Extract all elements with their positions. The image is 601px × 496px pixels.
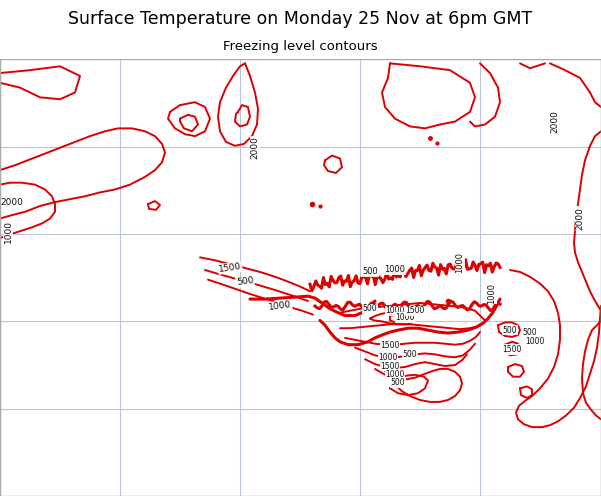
Text: 1000: 1000 (395, 313, 415, 322)
Text: Surface Temperature on Monday 25 Nov at 6pm GMT: Surface Temperature on Monday 25 Nov at … (69, 10, 532, 28)
Text: 1000: 1000 (268, 300, 292, 312)
Text: 1500: 1500 (405, 306, 425, 315)
Text: 2000: 2000 (251, 136, 260, 159)
Text: 1500: 1500 (218, 262, 242, 274)
Text: 1000: 1000 (385, 370, 404, 379)
Text: Freezing level contours: Freezing level contours (223, 40, 378, 53)
Text: 2000: 2000 (551, 110, 560, 133)
Text: 500: 500 (236, 276, 254, 287)
Text: 500: 500 (362, 267, 378, 276)
Text: 2000: 2000 (1, 197, 23, 207)
Text: 1000: 1000 (378, 353, 398, 362)
Text: 1000: 1000 (385, 306, 404, 315)
Text: 1000: 1000 (4, 220, 13, 243)
Text: 1500: 1500 (502, 345, 522, 354)
Text: 500: 500 (403, 350, 417, 359)
Text: 2000: 2000 (576, 207, 585, 230)
Text: 1000: 1000 (385, 265, 406, 274)
Text: 500: 500 (391, 378, 405, 387)
Text: 1000: 1000 (525, 337, 545, 346)
Text: 1500: 1500 (380, 362, 400, 371)
Text: 1000: 1000 (487, 283, 496, 304)
Text: 1000: 1000 (456, 252, 465, 273)
Text: 500: 500 (523, 327, 537, 337)
Text: 500: 500 (362, 304, 377, 313)
Text: 1500: 1500 (380, 341, 400, 350)
Text: 500: 500 (502, 326, 517, 335)
